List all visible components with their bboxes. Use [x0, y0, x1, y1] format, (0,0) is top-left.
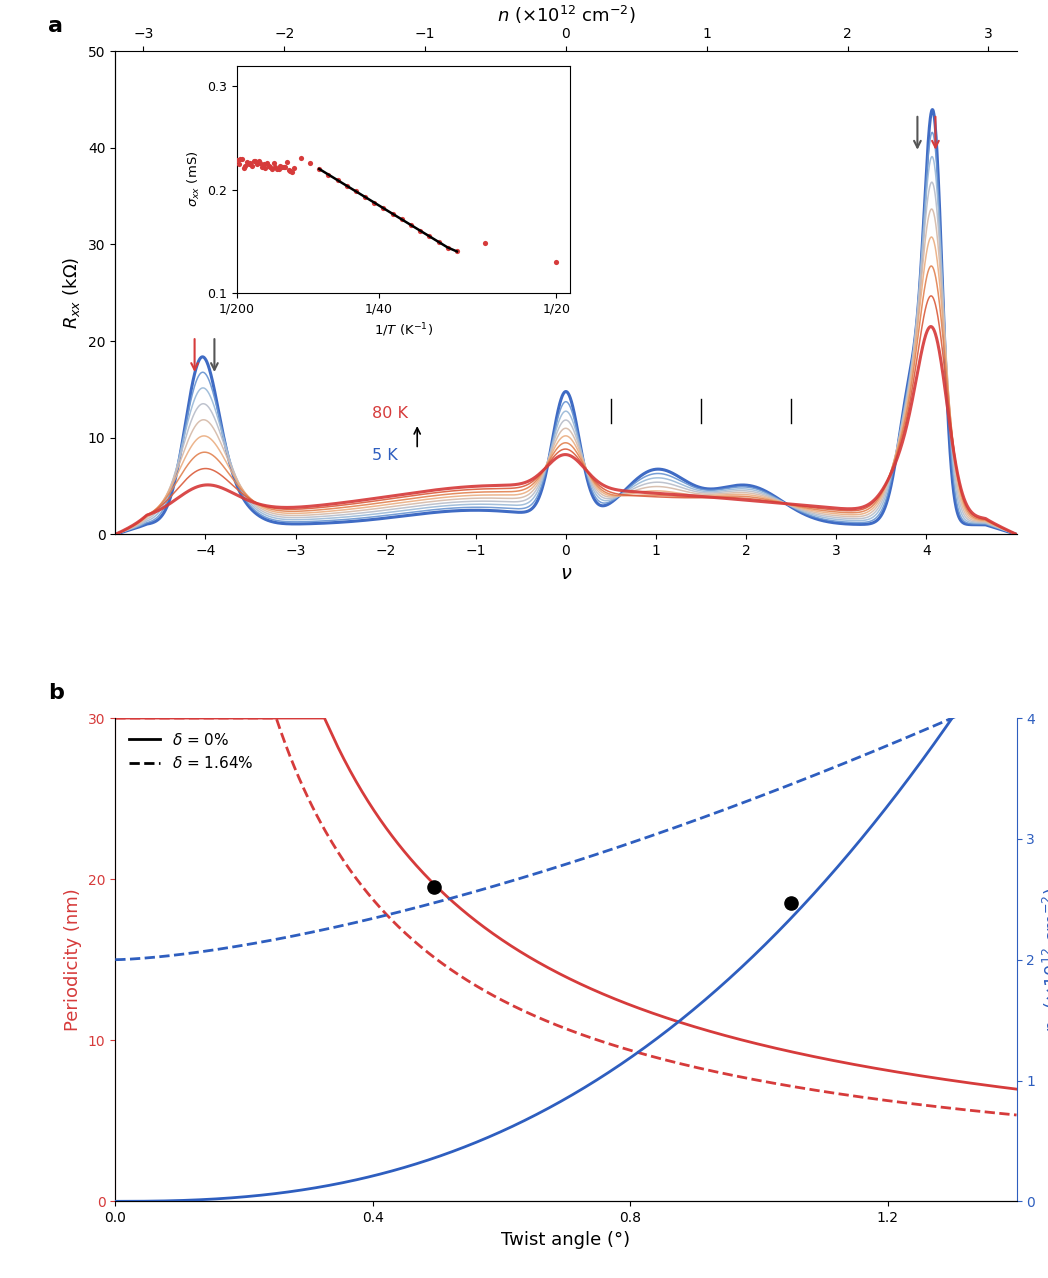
- Text: 80 K: 80 K: [372, 406, 408, 420]
- X-axis label: $n$ ($\times$10$^{12}$ cm$^{-2}$): $n$ ($\times$10$^{12}$ cm$^{-2}$): [497, 4, 635, 26]
- Point: [425, 877, 442, 897]
- Legend: $\delta$ = 0%, $\delta$ = 1.64%: $\delta$ = 0%, $\delta$ = 1.64%: [123, 726, 260, 777]
- Y-axis label: $R_{xx}$ (k$\Omega$): $R_{xx}$ (k$\Omega$): [62, 257, 83, 328]
- Y-axis label: $n_s$ ($\times$10$^{12}$ cm$^{-2}$): $n_s$ ($\times$10$^{12}$ cm$^{-2}$): [1041, 887, 1048, 1033]
- X-axis label: $\nu$: $\nu$: [560, 564, 572, 583]
- Text: 5 K: 5 K: [372, 447, 398, 463]
- Text: a: a: [48, 15, 63, 36]
- Text: b: b: [48, 682, 64, 703]
- X-axis label: Twist angle (°): Twist angle (°): [501, 1231, 631, 1249]
- Y-axis label: Periodicity (nm): Periodicity (nm): [64, 888, 83, 1031]
- Point: [783, 893, 800, 914]
